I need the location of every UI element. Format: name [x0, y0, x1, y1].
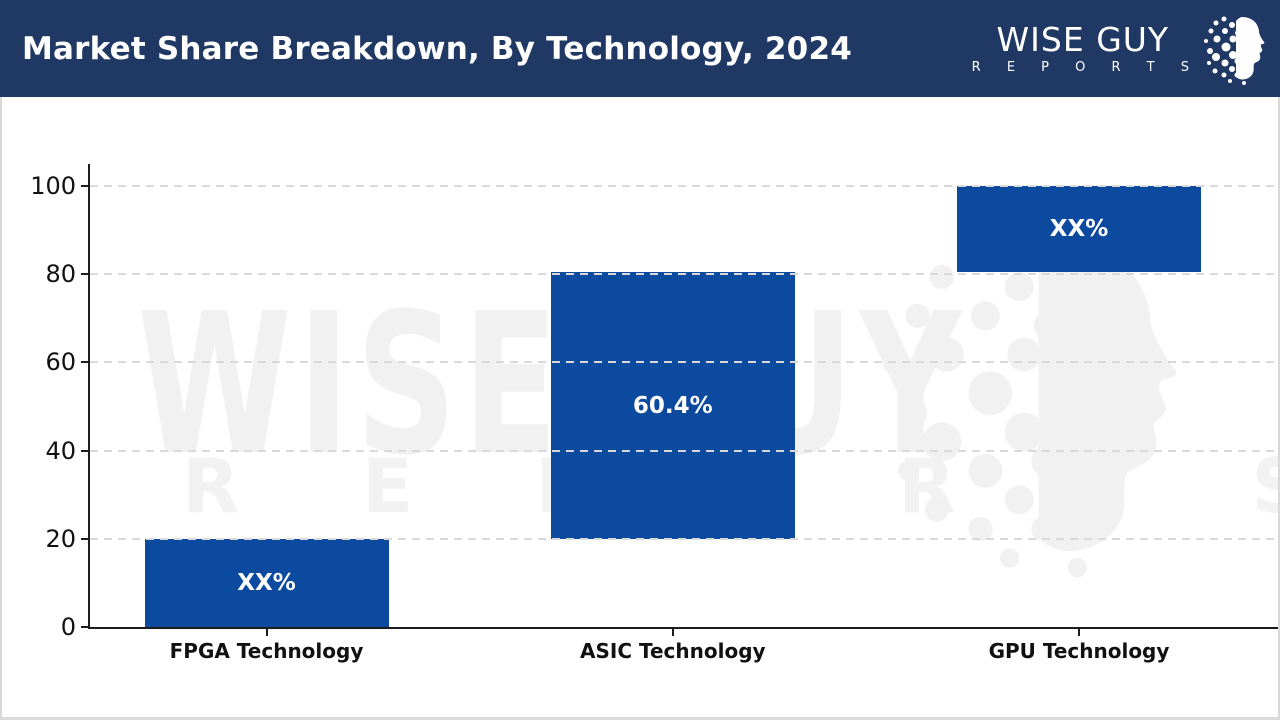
y-tick-mark — [81, 185, 88, 187]
y-tick-label: 80 — [45, 260, 76, 289]
face-profile-dots-icon — [1202, 13, 1266, 85]
wise-guy-reports-logo: WISE GUY R E P O R T S — [966, 13, 1266, 85]
x-axis-line — [88, 627, 1278, 629]
y-tick-label: 20 — [45, 524, 76, 553]
y-gridline — [90, 537, 1278, 540]
logo-secondary-text: R E P O R T S — [971, 60, 1200, 75]
y-gridline — [90, 273, 1278, 276]
page-title: Market Share Breakdown, By Technology, 2… — [22, 30, 852, 67]
chart-canvas: WISE GUY R E P O R T S 020406080100XX%FP… — [0, 97, 1280, 720]
x-tick-mark — [671, 629, 674, 636]
bar-segment: XX% — [144, 538, 389, 627]
y-gridline — [90, 449, 1278, 452]
y-tick-mark — [81, 361, 88, 364]
watermark-face-profile-dots-icon — [874, 225, 1184, 581]
y-tick-label: 0 — [60, 613, 76, 641]
y-tick-label: 60 — [45, 348, 76, 377]
watermark-primary: WISE GUY — [137, 271, 961, 498]
y-tick-mark — [81, 449, 88, 452]
bar-segment: XX% — [957, 186, 1201, 273]
x-category-label: ASIC Technology — [580, 639, 766, 663]
y-tick-label: 40 — [45, 436, 76, 465]
y-tick-mark — [81, 273, 88, 276]
x-category-label: FPGA Technology — [169, 639, 364, 663]
y-gridline — [90, 185, 1278, 187]
header-bar: Market Share Breakdown, By Technology, 2… — [0, 0, 1280, 97]
bar-segment: 60.4% — [550, 272, 795, 539]
logo-primary-text: WISE GUY — [996, 20, 1170, 59]
y-axis-line — [88, 164, 90, 629]
y-tick-label: 100 — [30, 172, 76, 200]
plot-area: 0 20 40 60 80 100 XX% FPGA Technology 60.4% ASIC … — [30, 164, 1278, 663]
bar-value-label: XX% — [1049, 216, 1109, 243]
y-tick-mark — [81, 626, 88, 628]
logo-text: WISE GUY R E P O R T S — [966, 23, 1200, 74]
x-tick-mark — [1078, 629, 1080, 636]
bar-value-label: XX% — [237, 569, 296, 596]
x-tick-mark — [265, 629, 268, 636]
x-category-label: GPU Technology — [988, 639, 1170, 663]
y-gridline — [90, 361, 1278, 364]
bar-value-label: 60.4% — [632, 392, 713, 419]
y-tick-mark — [81, 537, 88, 540]
